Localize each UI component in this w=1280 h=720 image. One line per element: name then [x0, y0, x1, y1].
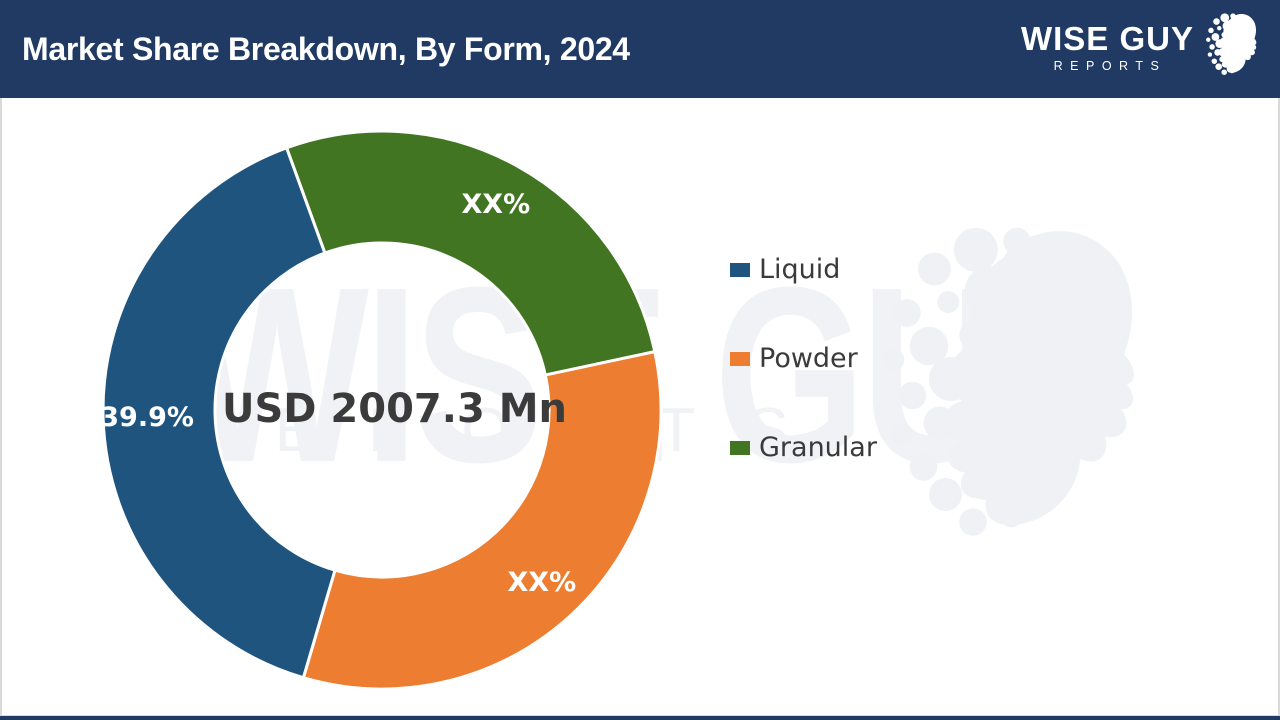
donut-slice-liquid: [101, 146, 337, 680]
donut-slice-granular: [285, 129, 657, 377]
logo-wordmark: WISE GUY: [1020, 20, 1194, 57]
header-bar: Market Share Breakdown, By Form, 2024 WI…: [0, 0, 1280, 98]
legend-item-granular: Granular: [730, 434, 877, 462]
logo-text: WISE GUY REPORTS: [1020, 20, 1194, 74]
watermark-subtitle: REPORTS: [178, 396, 841, 465]
legend: Liquid Powder Granular: [730, 256, 877, 523]
wise-guy-reports-logo: WISE GUY REPORTS: [1014, 6, 1266, 92]
donut-slice-powder: [301, 350, 663, 691]
legend-item-powder: Powder: [730, 345, 877, 373]
card-border: [0, 98, 1280, 716]
legend-swatch-liquid: [730, 263, 750, 277]
legend-label-granular: Granular: [759, 432, 877, 463]
logo-subtitle: REPORTS: [1053, 59, 1167, 73]
donut-chart: XX% XX% 39.9%: [100, 129, 663, 691]
dotted-face-profile-watermark: [852, 208, 1182, 594]
slice-label-powder: XX%: [507, 567, 576, 598]
chart-center-value: USD 2007.3 Mn: [222, 386, 567, 432]
footer-bar: [0, 716, 1280, 720]
legend-label-powder: Powder: [759, 343, 858, 374]
dotted-face-profile-icon: [1200, 8, 1266, 88]
legend-label-liquid: Liquid: [759, 254, 841, 285]
legend-item-liquid: Liquid: [730, 256, 877, 284]
page-title: Market Share Breakdown, By Form, 2024: [22, 31, 630, 67]
legend-swatch-granular: [730, 441, 750, 455]
slice-label-granular: XX%: [461, 189, 530, 220]
slice-label-liquid: 39.9%: [100, 402, 194, 433]
legend-swatch-powder: [730, 352, 750, 366]
